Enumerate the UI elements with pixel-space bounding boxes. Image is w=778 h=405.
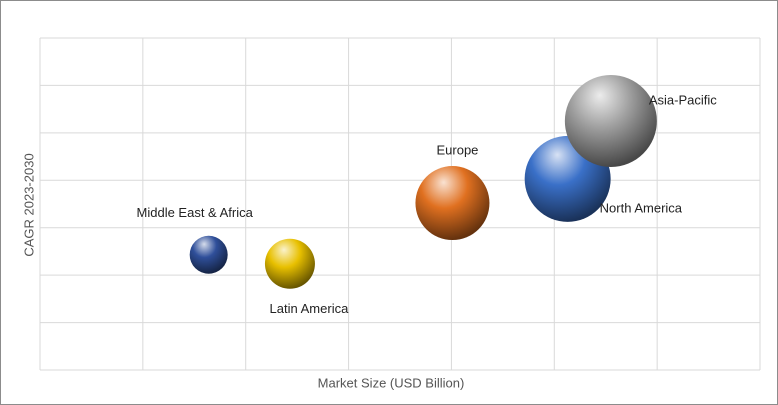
data-label: Latin America: [270, 301, 350, 316]
data-label: Middle East & Africa: [137, 205, 254, 220]
bubble: [189, 235, 228, 274]
y-axis-title: CAGR 2023-2030: [21, 153, 36, 256]
data-label: Asia-Pacific: [649, 92, 717, 107]
x-axis-title: Market Size (USD Billion): [318, 375, 465, 390]
bubble: [264, 238, 315, 289]
bubble: [415, 166, 490, 241]
data-label: Europe: [436, 142, 478, 157]
bubble: [564, 75, 657, 167]
data-label: North America: [600, 200, 683, 215]
